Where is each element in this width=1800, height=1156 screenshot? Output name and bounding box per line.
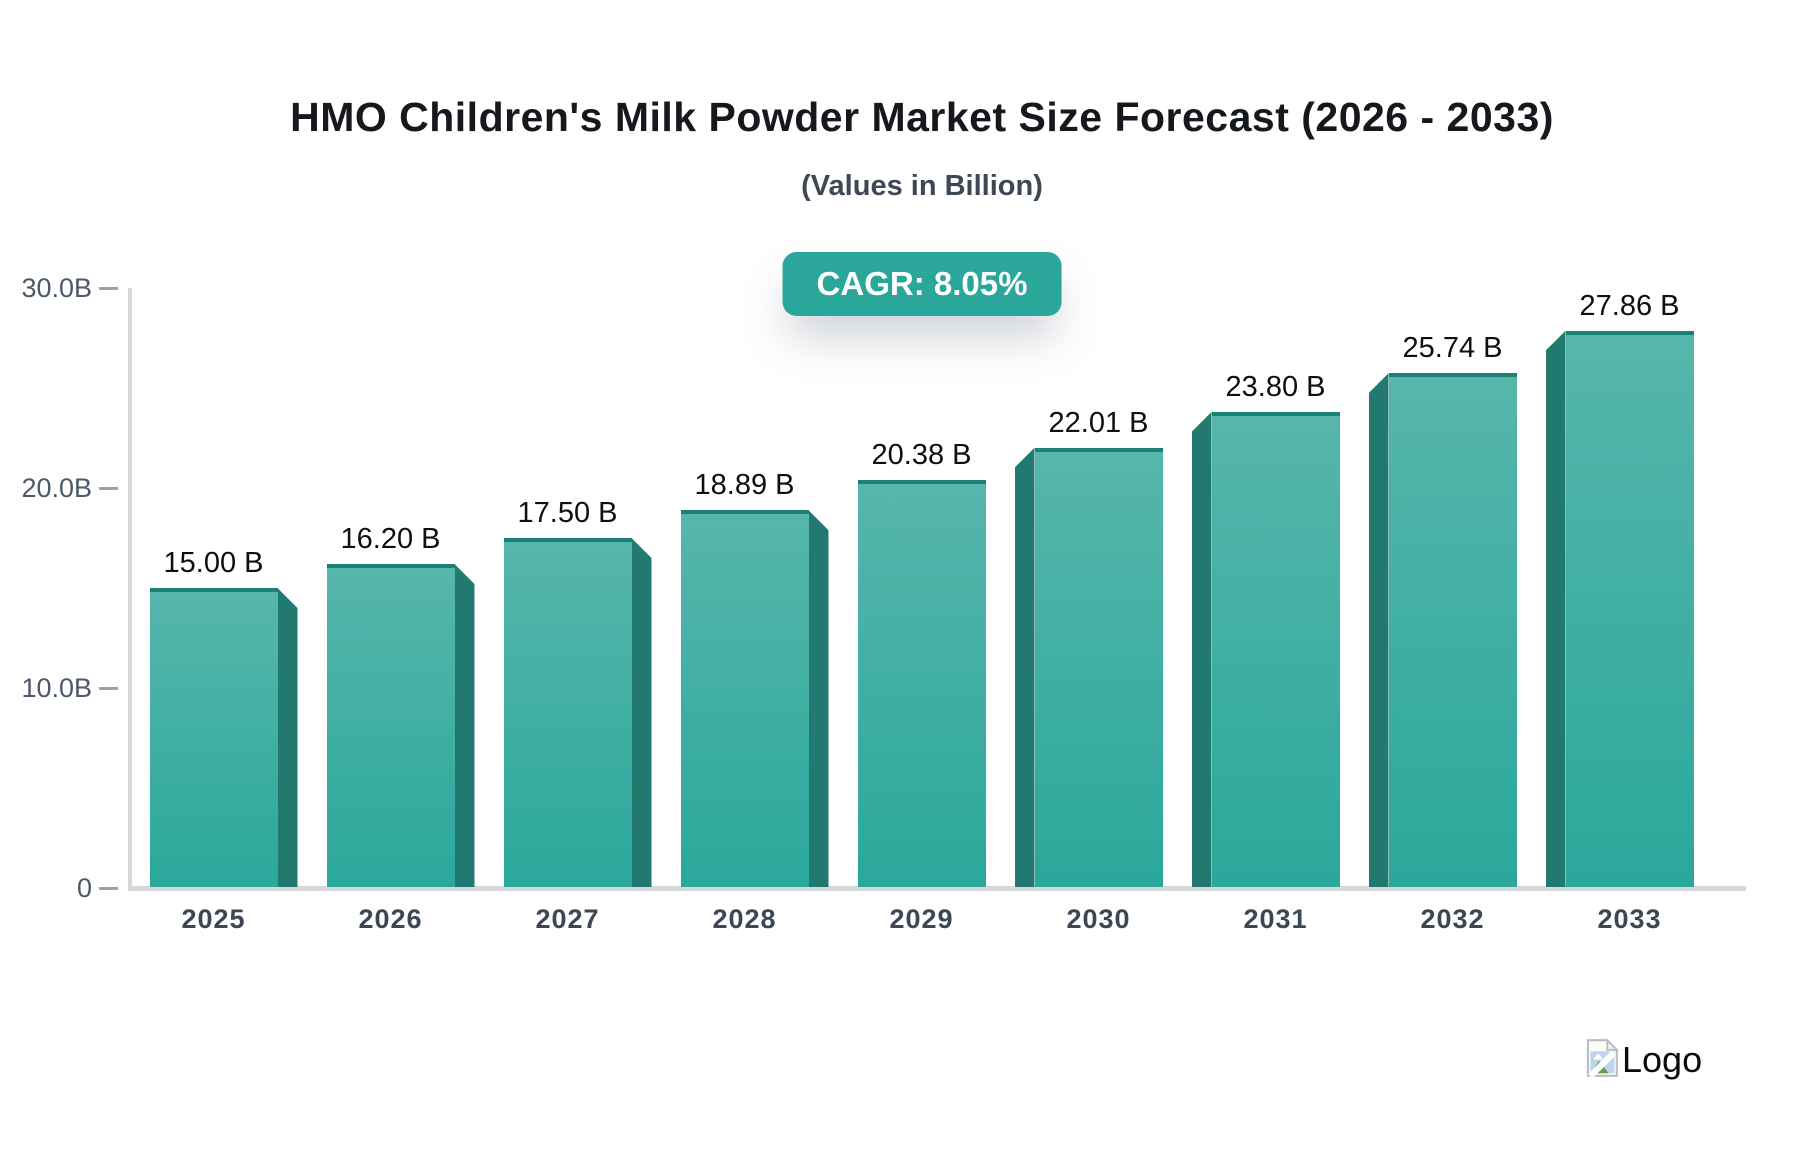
bar-value-label: 17.50 B bbox=[517, 497, 618, 529]
bar-side-face-2025 bbox=[277, 588, 298, 887]
bar-value-label: 18.89 B bbox=[694, 469, 795, 502]
bar-2027 bbox=[503, 538, 632, 887]
y-tick-mark bbox=[99, 886, 118, 890]
bar-side-face-2032 bbox=[1368, 373, 1389, 887]
logo: Logo bbox=[1584, 1038, 1702, 1078]
broken-image-icon bbox=[1586, 1038, 1619, 1078]
x-axis-label-2029: 2029 bbox=[889, 904, 954, 934]
x-axis-label-2033: 2033 bbox=[1597, 904, 1662, 934]
bar-2032 bbox=[1388, 373, 1517, 887]
bar-2028 bbox=[680, 510, 809, 887]
y-tick-mark bbox=[99, 486, 118, 490]
bar-side-face-2028 bbox=[808, 510, 829, 887]
x-axis-label-2031: 2031 bbox=[1243, 904, 1308, 934]
y-tick-mark bbox=[99, 686, 118, 690]
bar-side-face-2026 bbox=[454, 564, 475, 887]
bar-value-label: 15.00 B bbox=[163, 547, 264, 579]
bar-value-label: 16.20 B bbox=[340, 523, 441, 555]
x-axis-label-2032: 2032 bbox=[1420, 904, 1485, 934]
bar-value-label: 22.01 B bbox=[1048, 406, 1149, 439]
y-axis-line bbox=[128, 288, 132, 888]
bar-side-face-2031 bbox=[1191, 412, 1212, 887]
y-tick-label: 0 bbox=[76, 873, 92, 903]
y-tick-label: 20.0B bbox=[21, 473, 92, 503]
y-tick-label: 10.0B bbox=[21, 673, 92, 703]
y-tick-label: 30.0B bbox=[21, 273, 92, 303]
bar-value-label: 25.74 B bbox=[1402, 332, 1503, 365]
bar-2025 bbox=[149, 588, 278, 887]
x-axis-line bbox=[128, 886, 1746, 891]
y-tick-mark bbox=[99, 286, 118, 290]
bar-value-label: 27.86 B bbox=[1579, 289, 1680, 322]
x-axis-label-2025: 2025 bbox=[181, 904, 246, 934]
bar-2033 bbox=[1565, 330, 1694, 887]
bar-2030 bbox=[1034, 447, 1163, 887]
cagr-badge: CAGR: 8.05% bbox=[782, 252, 1062, 316]
x-axis-label-2027: 2027 bbox=[535, 904, 600, 934]
chart-subtitle: (Values in Billion) bbox=[801, 170, 1043, 202]
bar-side-face-2033 bbox=[1545, 330, 1566, 887]
x-axis-label-2030: 2030 bbox=[1066, 904, 1131, 934]
x-axis-label-2028: 2028 bbox=[712, 904, 777, 934]
logo-alt-text: Logo bbox=[1622, 1039, 1703, 1080]
chart-title: HMO Children's Milk Powder Market Size F… bbox=[290, 94, 1554, 140]
bar-2031 bbox=[1211, 412, 1340, 887]
bar-value-label: 20.38 B bbox=[871, 439, 972, 472]
bar-value-label: 23.80 B bbox=[1225, 371, 1326, 403]
bar-2026 bbox=[326, 564, 455, 887]
x-axis-label-2026: 2026 bbox=[358, 904, 423, 934]
bar-side-face-2027 bbox=[631, 538, 652, 887]
bar-2029 bbox=[857, 480, 986, 887]
bar-side-face-2030 bbox=[1014, 447, 1035, 887]
